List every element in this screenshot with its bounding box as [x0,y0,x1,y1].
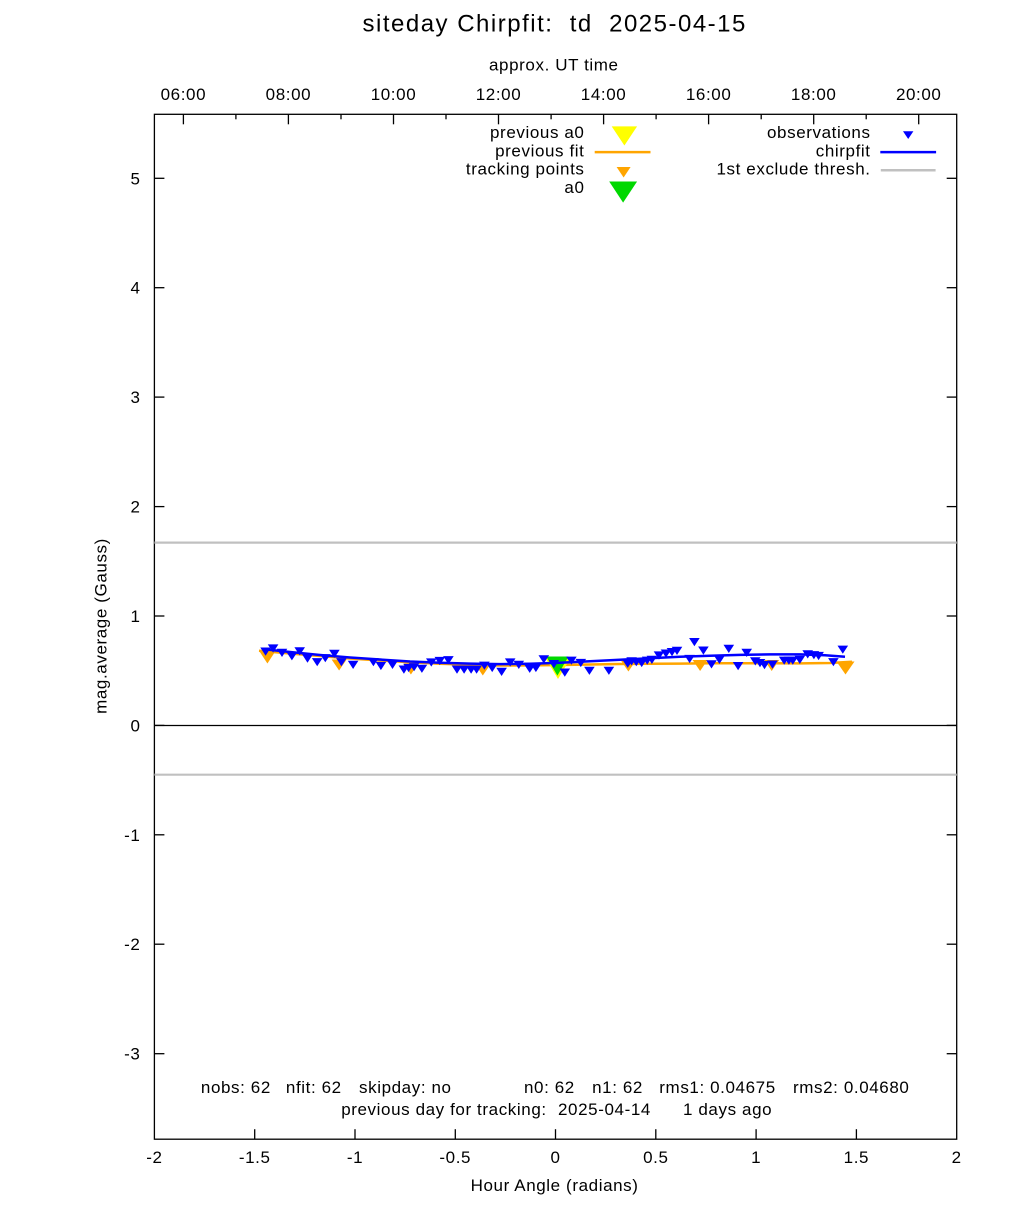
svg-text:2: 2 [130,498,140,517]
svg-text:4: 4 [130,279,140,298]
svg-text:rms2: 0.04680: rms2: 0.04680 [793,1078,909,1097]
svg-text:12:00: 12:00 [476,85,522,104]
svg-text:previous day for tracking:: previous day for tracking: [341,1100,547,1119]
svg-text:previous a0: previous a0 [490,123,585,142]
svg-text:5: 5 [130,169,140,188]
svg-text:06:00: 06:00 [161,85,207,104]
svg-text:-1: -1 [124,826,140,845]
svg-text:-2: -2 [124,935,140,954]
svg-text:0.5: 0.5 [643,1148,668,1167]
svg-text:2025-04-14: 2025-04-14 [558,1100,651,1119]
svg-text:10:00: 10:00 [371,85,417,104]
svg-text:1: 1 [751,1148,761,1167]
svg-text:chirpfit: chirpfit [816,141,871,160]
svg-text:1.5: 1.5 [844,1148,869,1167]
svg-text:a0: a0 [564,178,584,197]
svg-text:approx. UT time: approx. UT time [489,56,619,75]
svg-text:rms1: 0.04675: rms1: 0.04675 [659,1078,775,1097]
svg-text:-1.5: -1.5 [239,1148,271,1167]
svg-text:0: 0 [130,716,140,735]
svg-text:14:00: 14:00 [581,85,627,104]
svg-text:1st exclude thresh.: 1st exclude thresh. [717,160,871,179]
svg-text:n1: 62: n1: 62 [592,1078,643,1097]
svg-text:mag.average (Gauss): mag.average (Gauss) [92,538,111,714]
svg-text:tracking points: tracking points [466,160,585,179]
svg-text:-1: -1 [347,1148,363,1167]
svg-text:16:00: 16:00 [686,85,732,104]
svg-text:08:00: 08:00 [266,85,312,104]
svg-text:n0: 62: n0: 62 [524,1078,575,1097]
svg-text:-2: -2 [146,1148,162,1167]
svg-text:previous fit: previous fit [495,141,584,160]
svg-text:Hour Angle (radians): Hour Angle (radians) [471,1176,639,1195]
svg-text:skipday: no: skipday: no [359,1078,452,1097]
svg-text:-0.5: -0.5 [439,1148,471,1167]
svg-text:20:00: 20:00 [896,85,942,104]
svg-text:nfit: 62: nfit: 62 [286,1078,342,1097]
svg-text:nobs: 62: nobs: 62 [201,1078,271,1097]
svg-text:-3: -3 [124,1045,140,1064]
svg-text:2: 2 [952,1148,962,1167]
svg-text:0: 0 [551,1148,561,1167]
svg-text:1 days ago: 1 days ago [683,1100,772,1119]
svg-text:18:00: 18:00 [791,85,837,104]
svg-text:siteday Chirpfit: td 2025-04: siteday Chirpfit: td 2025-04-15 [363,11,747,38]
svg-text:observations: observations [767,123,871,142]
svg-text:1: 1 [130,607,140,626]
svg-text:3: 3 [130,388,140,407]
